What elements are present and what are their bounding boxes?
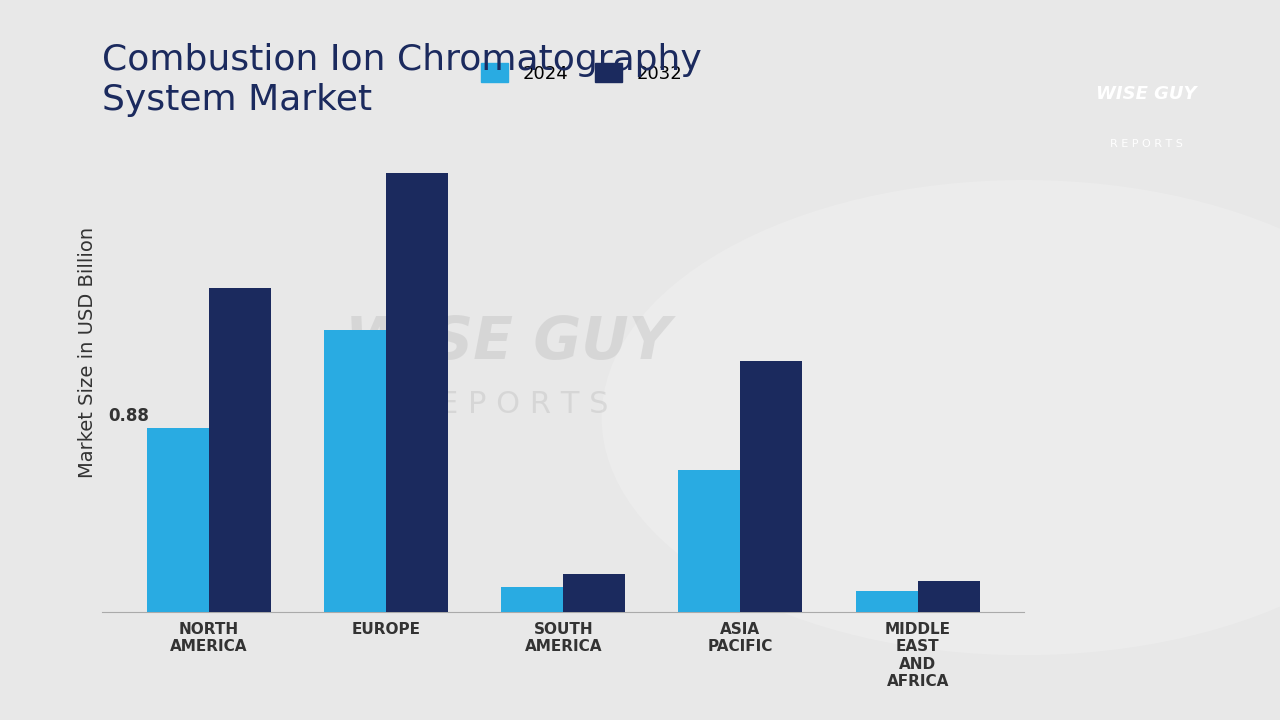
Text: Combustion Ion Chromatography
System Market: Combustion Ion Chromatography System Mar…: [102, 43, 703, 117]
Bar: [740, 361, 803, 612]
Text: 0.88: 0.88: [109, 407, 150, 425]
Bar: [678, 469, 740, 612]
Circle shape: [602, 180, 1280, 655]
Text: WISE GUY: WISE GUY: [346, 314, 671, 371]
Text: R E P O R T S: R E P O R T S: [1110, 139, 1183, 149]
Y-axis label: Market Size in USD Billion: Market Size in USD Billion: [78, 228, 97, 478]
Text: R E P O R T S: R E P O R T S: [407, 390, 608, 419]
Bar: [563, 575, 625, 612]
Text: WISE GUY: WISE GUY: [1096, 85, 1197, 102]
Legend: 2024, 2032: 2024, 2032: [474, 56, 690, 90]
Bar: [324, 330, 387, 612]
Bar: [918, 580, 979, 612]
Bar: [209, 288, 271, 612]
Bar: [855, 591, 918, 612]
Bar: [387, 173, 448, 612]
Bar: [502, 587, 563, 612]
Bar: [147, 428, 209, 612]
